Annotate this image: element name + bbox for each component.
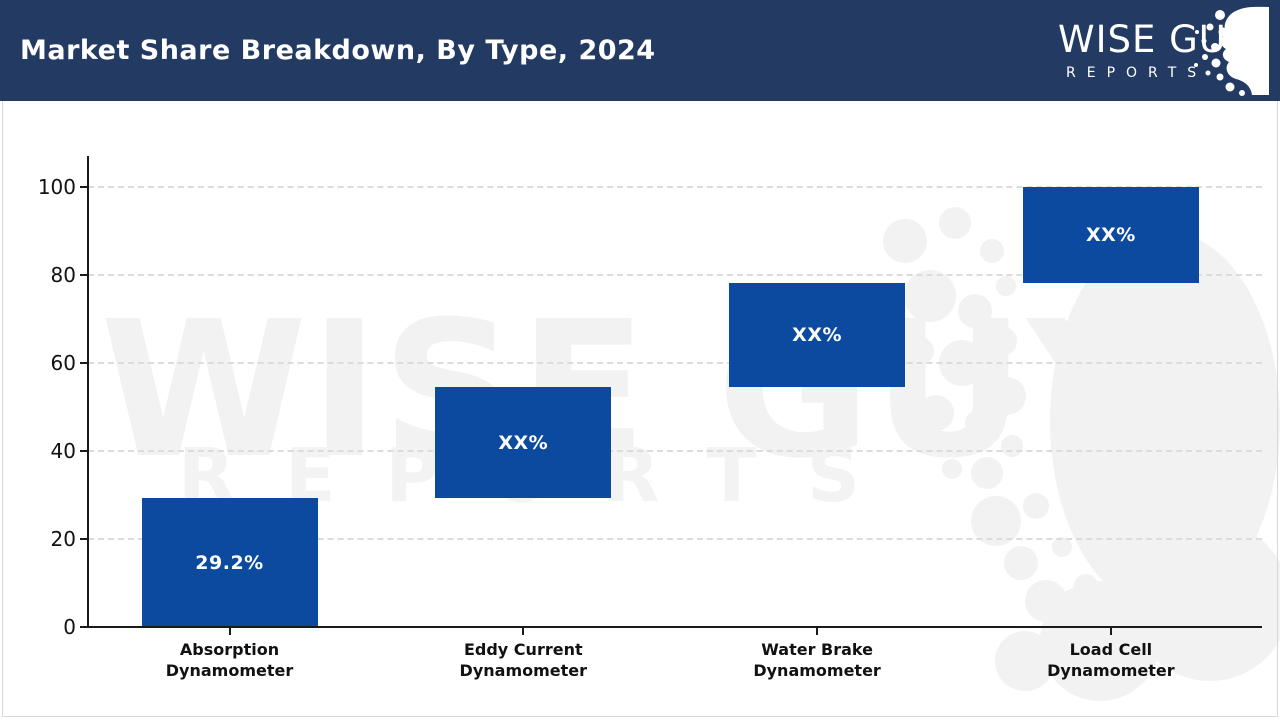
y-tick-mark [80, 185, 88, 188]
x-axis [87, 626, 1262, 628]
x-category-label: Load Cell Dynamometer [961, 639, 1261, 681]
x-category-label-line: Eddy Current [463, 640, 583, 659]
y-gridline [88, 537, 1262, 540]
y-gridline [88, 185, 1262, 188]
page-title: Market Share Breakdown, By Type, 2024 [20, 35, 656, 66]
x-category-label-line: Water Brake [761, 640, 873, 659]
waterfall-chart: 0 20 40 60 80 100 29.2% Absorption Dynamometer XX… [0, 101, 1280, 720]
y-gridline [88, 361, 1262, 364]
y-tick-label: 60 [50, 350, 76, 375]
x-category-label-line: Load Cell [1069, 640, 1153, 659]
header-bar: Market Share Breakdown, By Type, 2024 WI… [0, 0, 1280, 101]
waterfall-bar: 29.2% [141, 498, 318, 627]
y-gridline [88, 449, 1262, 452]
y-tick-label: 80 [50, 262, 76, 287]
waterfall-bar: XX% [1022, 186, 1199, 284]
bar-value-label: 29.2% [195, 551, 264, 574]
logo-name-text: WISE GUY [1058, 18, 1250, 61]
y-tick-mark [80, 361, 88, 364]
x-category-label-line: Dynamometer [165, 661, 294, 680]
x-category-label-line: Dynamometer [1047, 661, 1175, 680]
x-tick-mark [816, 628, 819, 635]
y-tick-label: 20 [50, 526, 76, 551]
y-tick-label: 0 [63, 615, 76, 639]
x-tick-mark [522, 628, 525, 635]
x-tick-mark [1109, 628, 1112, 635]
y-tick-mark [80, 273, 88, 276]
x-category-label: Absorption Dynamometer [80, 639, 380, 681]
y-tick-mark [80, 537, 88, 540]
x-category-label: Water Brake Dynamometer [667, 639, 967, 681]
y-tick-mark [80, 449, 88, 452]
watermark-face-icon [883, 207, 1280, 701]
y-tick-label: 40 [50, 438, 76, 463]
x-category-label: Eddy Current Dynamometer [373, 639, 673, 681]
bar-value-label: XX% [1085, 223, 1136, 246]
bar-value-label: XX% [498, 431, 549, 454]
x-category-label-line: Dynamometer [753, 661, 881, 680]
y-axis [87, 155, 89, 628]
y-tick-label: 100 [37, 174, 76, 199]
y-gridline [88, 273, 1262, 276]
y-tick-mark [80, 626, 88, 628]
logo-face-icon [1194, 6, 1269, 96]
wise-guy-logo: WISE GUY REPORTS [1058, 6, 1269, 96]
x-category-label-line: Absorption [179, 640, 280, 659]
chart-canvas: WISE GUY REPORTS 02040608010029.2%Absorp… [0, 101, 1280, 720]
logo-subtitle-text: REPORTS [1066, 65, 1207, 81]
waterfall-bar: XX% [729, 283, 906, 387]
x-category-label-line: Dynamometer [459, 661, 588, 680]
waterfall-bar: XX% [435, 386, 612, 499]
bar-value-label: XX% [792, 324, 843, 347]
x-tick-mark [228, 628, 231, 635]
